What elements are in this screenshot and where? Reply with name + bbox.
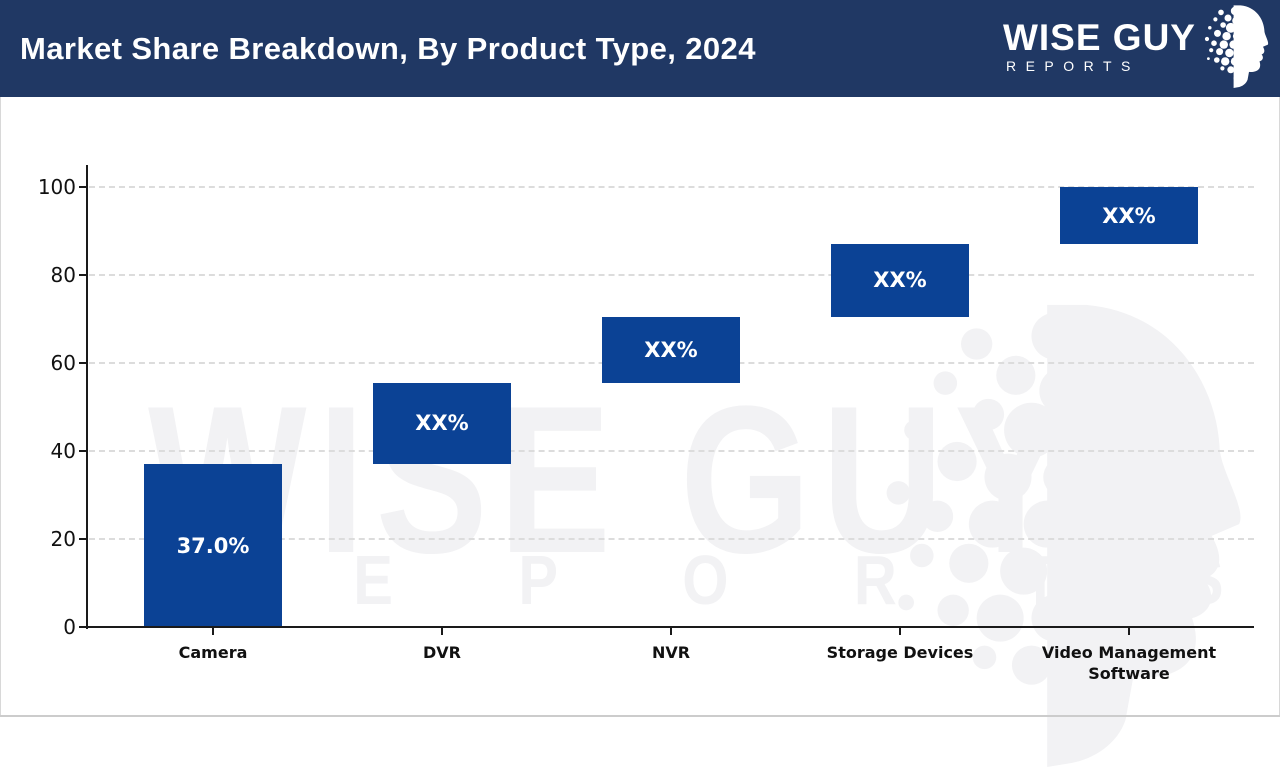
x-tickmark-nvr xyxy=(670,628,672,635)
x-tickmark-camera xyxy=(212,628,214,635)
logo-text: WISE GUY REPORTS xyxy=(1003,19,1196,73)
y-tickmark-0 xyxy=(79,626,87,628)
y-tickmark-60 xyxy=(79,362,87,364)
x-tick-label-video-management-software: Video Management Software xyxy=(1041,643,1217,683)
x-tick-label-storage-devices: Storage Devices xyxy=(826,643,974,662)
x-tickmark-dvr xyxy=(441,628,443,635)
bar-value-label: 37.0% xyxy=(176,533,250,558)
page-border-left xyxy=(0,97,1,717)
bar-value-label: XX% xyxy=(873,268,927,293)
y-axis-line xyxy=(86,165,88,629)
x-tick-label-dvr: DVR xyxy=(423,643,461,662)
bar-dvr: XX% xyxy=(373,382,511,465)
x-tickmark-video-management-software xyxy=(1128,628,1130,635)
y-tick-label-0: 0 xyxy=(63,615,76,639)
gridline-40 xyxy=(89,450,1254,452)
wise-guy-reports-logo: WISE GUY REPORTS xyxy=(1003,4,1270,88)
gridline-20 xyxy=(89,538,1254,540)
x-axis-line xyxy=(86,626,1254,628)
chart-title: Market Share Breakdown, By Product Type,… xyxy=(20,30,756,66)
y-tick-label-60: 60 xyxy=(50,351,76,375)
x-tick-label-camera: Camera xyxy=(178,643,248,662)
bar-value-label: XX% xyxy=(1102,203,1156,228)
y-tick-label-80: 80 xyxy=(50,263,76,287)
bar-value-label: XX% xyxy=(415,411,469,436)
bar-camera: 37.0% xyxy=(144,464,282,627)
x-tick-label-nvr: NVR xyxy=(651,643,691,662)
gridline-100 xyxy=(89,186,1254,188)
y-tick-label-100: 100 xyxy=(37,175,76,199)
gridline-80 xyxy=(89,274,1254,276)
bar-value-label: XX% xyxy=(644,337,698,362)
page-border-bottom xyxy=(0,715,1280,717)
chart-canvas: WISE GUY R E P O R T S 0 20 40 60 80 100 37.0%… xyxy=(0,97,1280,767)
header-banner: Market Share Breakdown, By Product Type,… xyxy=(0,0,1280,97)
x-tickmark-storage-devices xyxy=(899,628,901,635)
dotted-head-icon xyxy=(1204,5,1269,88)
watermark-head-graphic xyxy=(886,304,1241,767)
bar-video-management-software: XX% xyxy=(1060,187,1198,245)
y-tickmark-100 xyxy=(79,186,87,188)
y-tickmark-20 xyxy=(79,538,87,540)
y-tick-label-40: 40 xyxy=(50,439,76,463)
y-tickmark-40 xyxy=(79,450,87,452)
bar-nvr: XX% xyxy=(602,316,740,383)
y-tickmark-80 xyxy=(79,274,87,276)
bar-storage-devices: XX% xyxy=(831,244,969,317)
logo-subtitle: REPORTS xyxy=(1005,58,1140,74)
logo-wordmark: WISE GUY xyxy=(1002,17,1196,58)
y-tick-label-20: 20 xyxy=(50,527,76,551)
